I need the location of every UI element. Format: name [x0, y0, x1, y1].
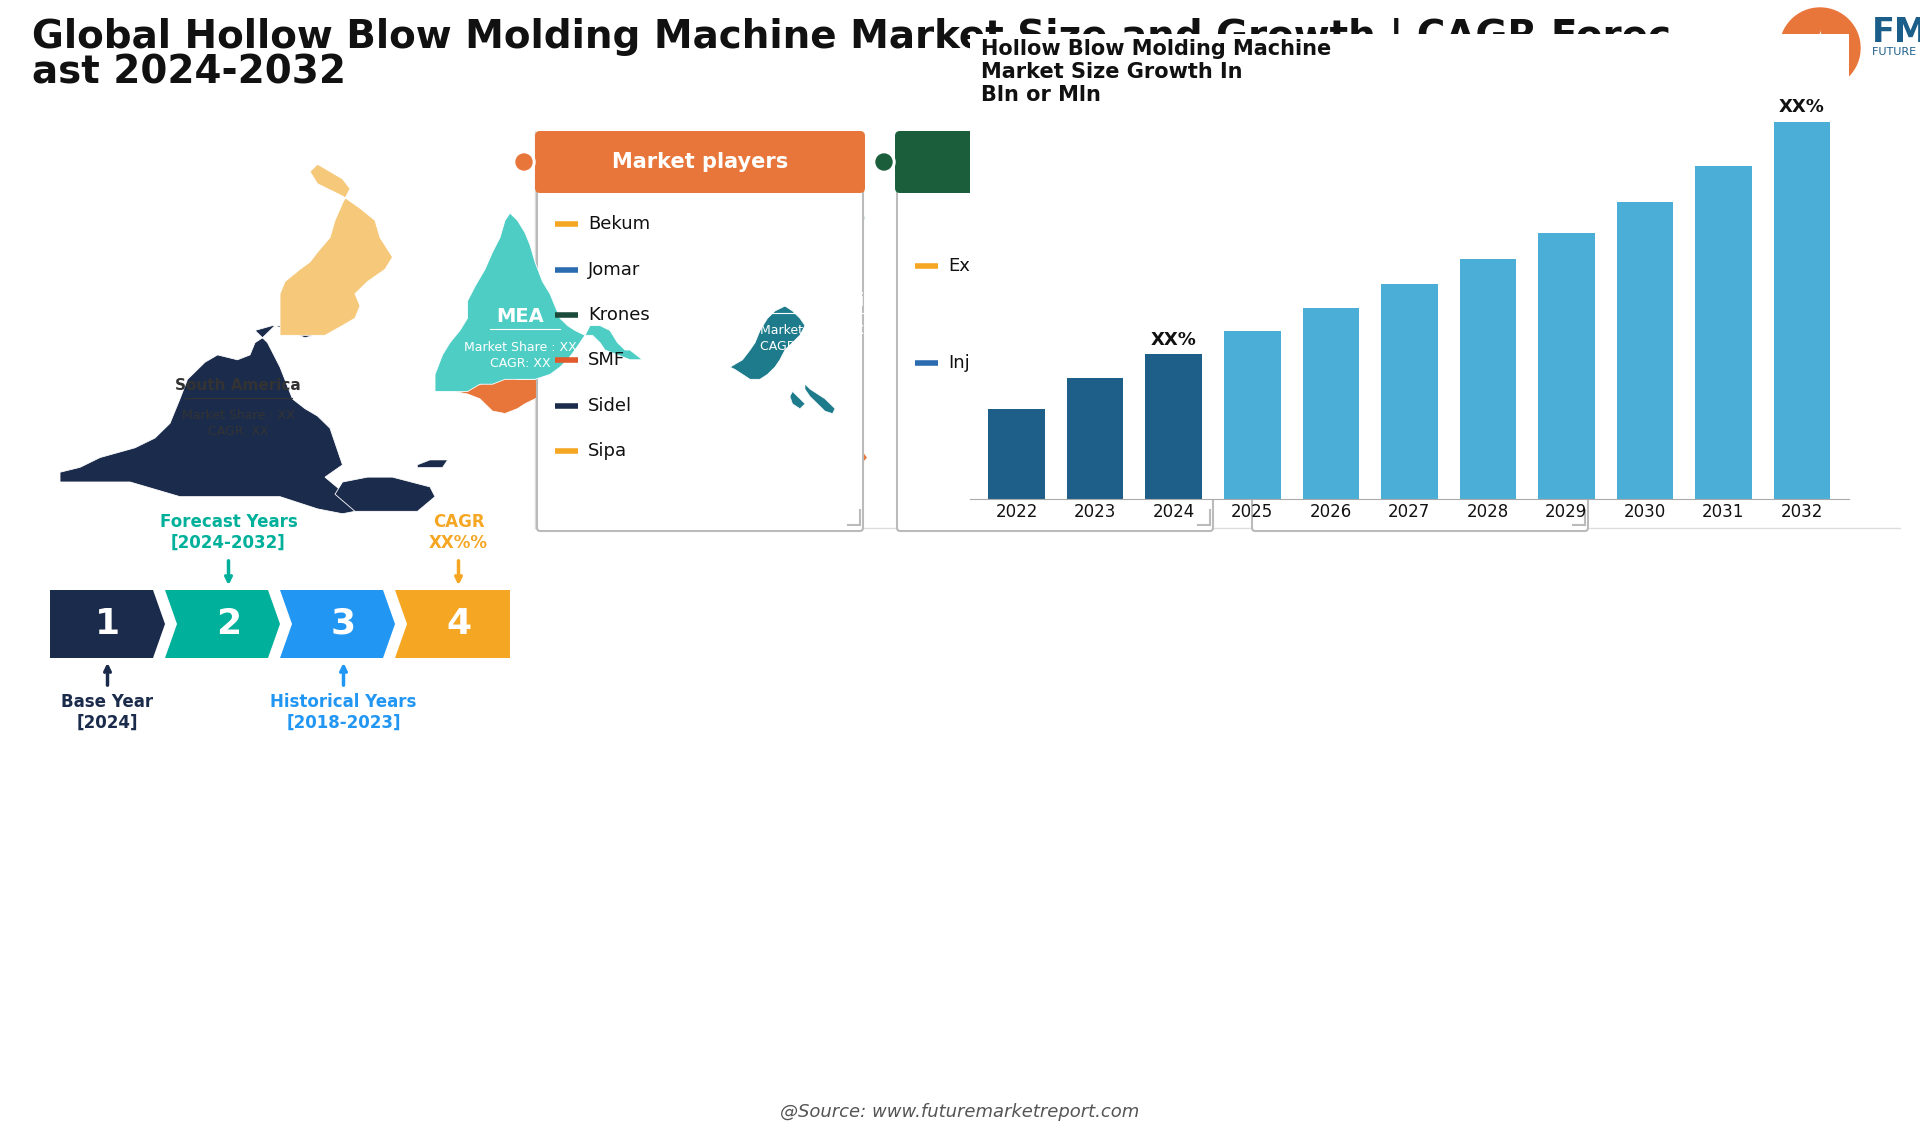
- Text: FUTURE MARKET REPORT: FUTURE MARKET REPORT: [1872, 47, 1920, 57]
- Text: Historical Years
[2018-2023]: Historical Years [2018-2023]: [271, 693, 417, 732]
- Text: XX%: XX%: [1780, 99, 1824, 117]
- Polygon shape: [50, 590, 165, 658]
- Text: Base Year
[2024]: Base Year [2024]: [61, 693, 154, 732]
- Bar: [1380, 284, 1438, 499]
- Bar: [1302, 308, 1359, 499]
- Text: CAGR: XX: CAGR: XX: [207, 425, 269, 438]
- Polygon shape: [804, 384, 835, 414]
- Circle shape: [1229, 151, 1250, 173]
- Circle shape: [1231, 154, 1246, 170]
- Bar: [1538, 233, 1596, 499]
- Polygon shape: [730, 306, 804, 379]
- Polygon shape: [60, 325, 380, 513]
- Text: North
America: North America: [159, 256, 250, 297]
- Polygon shape: [280, 164, 392, 336]
- Polygon shape: [334, 477, 436, 511]
- Text: Market Share : XX: Market Share : XX: [148, 308, 261, 321]
- FancyBboxPatch shape: [536, 131, 866, 193]
- Text: Sipa: Sipa: [588, 442, 628, 460]
- FancyBboxPatch shape: [897, 185, 1213, 531]
- Text: Hollow Blow Molding Machine
Market Size Growth In
Bln or Mln: Hollow Blow Molding Machine Market Size …: [981, 39, 1332, 105]
- Text: Chemical: Chemical: [1304, 228, 1386, 246]
- Bar: [1459, 259, 1517, 499]
- Text: 1: 1: [94, 607, 121, 641]
- Polygon shape: [755, 203, 866, 276]
- Text: Market Share : XX: Market Share : XX: [660, 240, 772, 252]
- Text: Global Hollow Blow Molding Machine Market Size and Growth | CAGR Forec: Global Hollow Blow Molding Machine Marke…: [33, 18, 1670, 57]
- Text: Europe: Europe: [660, 206, 737, 226]
- Polygon shape: [789, 392, 804, 409]
- Circle shape: [876, 154, 893, 170]
- Text: Market Share : XX: Market Share : XX: [760, 324, 874, 337]
- Circle shape: [513, 151, 536, 173]
- Text: Market Share : XX: Market Share : XX: [182, 409, 294, 422]
- Text: CAGR: XX: CAGR: XX: [760, 340, 820, 353]
- FancyBboxPatch shape: [1252, 185, 1588, 531]
- Text: @Source: www.futuremarketreport.com: @Source: www.futuremarketreport.com: [780, 1102, 1140, 1121]
- Text: CAGR: XX: CAGR: XX: [490, 358, 551, 370]
- Text: 3: 3: [330, 607, 355, 641]
- Text: XX%: XX%: [1150, 330, 1196, 348]
- Bar: [1223, 331, 1281, 499]
- FancyBboxPatch shape: [1250, 131, 1590, 193]
- FancyBboxPatch shape: [895, 131, 1215, 193]
- Text: Extrusion: Extrusion: [948, 257, 1033, 275]
- Text: Market players: Market players: [612, 152, 787, 172]
- Text: South America: South America: [175, 378, 301, 393]
- Circle shape: [1780, 8, 1860, 88]
- Bar: [1068, 378, 1123, 499]
- Text: Asia Pacific: Asia Pacific: [760, 292, 876, 311]
- Text: Cosmetics: Cosmetics: [1304, 290, 1396, 308]
- Text: SMF: SMF: [588, 352, 626, 369]
- Text: ast 2024-2032: ast 2024-2032: [33, 54, 346, 92]
- Text: Food: Food: [1304, 352, 1346, 370]
- Bar: [1146, 354, 1202, 499]
- Text: CAGR: XX: CAGR: XX: [660, 256, 720, 268]
- Text: Injection: Injection: [948, 354, 1025, 371]
- Text: CAGR: XX: CAGR: XX: [175, 324, 236, 337]
- Bar: [1774, 121, 1830, 499]
- Text: 4: 4: [445, 607, 470, 641]
- Text: Pharmaceutical: Pharmaceutical: [1304, 414, 1442, 432]
- Text: ✦: ✦: [1809, 31, 1830, 55]
- Text: By application: By application: [1336, 152, 1503, 172]
- Circle shape: [874, 151, 895, 173]
- Text: Krones: Krones: [588, 306, 649, 324]
- Text: Jomar: Jomar: [588, 260, 641, 278]
- Text: Market Share : XX: Market Share : XX: [463, 342, 576, 354]
- Text: CAGR
XX%%: CAGR XX%%: [428, 513, 488, 552]
- Polygon shape: [904, 196, 925, 218]
- Circle shape: [516, 154, 532, 170]
- Text: 2: 2: [215, 607, 242, 641]
- Bar: [1617, 202, 1672, 499]
- Bar: [989, 409, 1044, 499]
- FancyBboxPatch shape: [538, 185, 862, 531]
- Text: MEA: MEA: [495, 306, 543, 325]
- Polygon shape: [165, 590, 280, 658]
- Text: Forecast Years
[2024-2032]: Forecast Years [2024-2032]: [159, 513, 298, 552]
- Polygon shape: [396, 590, 511, 658]
- Text: Bekum: Bekum: [588, 215, 651, 234]
- Polygon shape: [455, 311, 868, 487]
- Text: By type: By type: [1010, 152, 1100, 172]
- Polygon shape: [436, 213, 643, 392]
- Polygon shape: [417, 460, 447, 468]
- Text: Sidel: Sidel: [588, 397, 632, 415]
- Polygon shape: [280, 590, 396, 658]
- Bar: [1695, 166, 1751, 499]
- Text: FMR: FMR: [1872, 16, 1920, 48]
